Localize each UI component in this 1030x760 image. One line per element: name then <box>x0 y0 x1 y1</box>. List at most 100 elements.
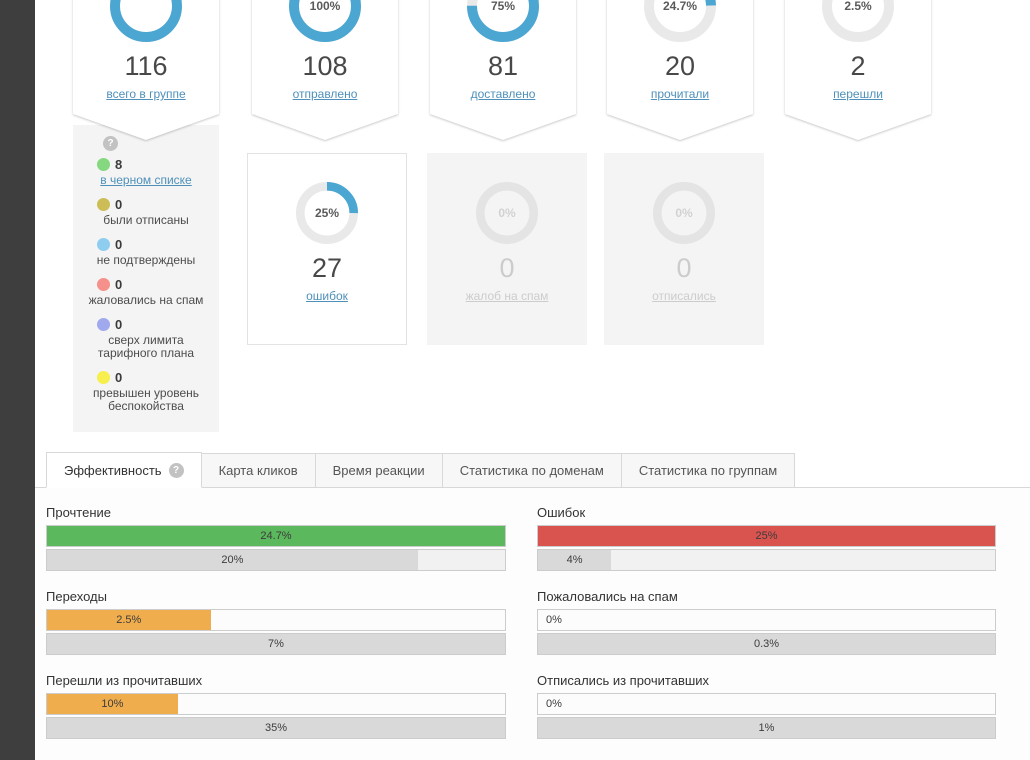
legend-label: были отписаны <box>103 213 189 227</box>
value-bar-label: 0% <box>546 614 562 626</box>
average-bar-fill <box>47 550 418 570</box>
tab-label: Карта кликов <box>218 463 298 478</box>
unsubscribed-donut-chart: 0% <box>653 182 715 244</box>
legend-count: 0 <box>115 317 123 332</box>
legend-item-unsubscribed: 0 были отписаны <box>73 197 219 227</box>
status-dot-icon <box>97 238 110 251</box>
average-bar-fill <box>47 634 505 654</box>
status-dot-icon <box>97 318 110 331</box>
spam-count: 0 <box>499 253 515 283</box>
legend-label: не подтверждены <box>96 253 196 267</box>
value-bar: 24.7% <box>46 525 506 547</box>
value-bar: 25% <box>537 525 996 547</box>
value-bar-label: 10% <box>101 698 124 710</box>
donut-percent <box>110 0 182 42</box>
metric-spam-rate: Пожаловались на спам 0% 0.3% <box>537 589 996 655</box>
total-count: 116 <box>124 51 168 81</box>
errors-donut-chart: 25% <box>296 182 358 244</box>
metric-click-to-open: Перешли из прочитавших 10% 35% <box>46 673 506 739</box>
tab-label: Время реакции <box>332 463 425 478</box>
legend-count: 0 <box>115 197 123 212</box>
status-dot-icon <box>97 371 110 384</box>
total-link[interactable]: всего в группе <box>106 87 186 101</box>
errors-count: 27 <box>311 253 343 283</box>
summary-card-sent: 100% 108 отправлено <box>252 0 398 140</box>
spam-donut-chart: 0% <box>476 182 538 244</box>
summary-card-read: 24.7% 20 прочитали <box>607 0 753 140</box>
clicked-count: 2 <box>850 51 866 81</box>
average-bar: 1% <box>537 717 996 739</box>
tab-label: Статистика по доменам <box>459 463 604 478</box>
unsubscribed-link: отписались <box>652 289 716 303</box>
tab-label: Эффективность <box>64 462 162 478</box>
value-bar: 2.5% <box>46 609 506 631</box>
metrics-column-left: Прочтение 24.7% 20% Переходы 2.5% 7% Пер… <box>46 505 506 757</box>
legend-count: 0 <box>115 237 123 252</box>
status-dot-icon <box>97 158 110 171</box>
metric-unsubscribe-to-open: Отписались из прочитавших 0% 1% <box>537 673 996 739</box>
read-donut-chart: 24.7% <box>644 0 716 42</box>
sent-count: 108 <box>302 51 348 81</box>
tab-click-map[interactable]: Карта кликов <box>201 453 316 488</box>
donut-percent: 100% <box>309 0 341 13</box>
average-bar-fill <box>47 718 505 738</box>
summary-card-clicked: 2.5% 2 перешли <box>785 0 931 140</box>
average-bar-fill <box>538 550 612 570</box>
legend-label: превышен уровень беспокойства <box>92 386 200 413</box>
delivered-link[interactable]: доставлено <box>470 87 536 101</box>
detail-card-spam-complaints: 0% 0 жалоб на спам <box>427 153 587 345</box>
value-bar: 10% <box>46 693 506 715</box>
average-bar: 4% <box>537 549 996 571</box>
value-bar: 0% <box>537 693 996 715</box>
donut-percent: 25% <box>314 206 340 220</box>
metric-title: Ошибок <box>537 505 586 520</box>
legend-label: жаловались на спам <box>88 293 204 307</box>
metric-title: Отписались из прочитавших <box>537 673 710 688</box>
sent-donut-chart: 100% <box>289 0 361 42</box>
legend-item-over-limit: 0 сверх лимита тарифного плана <box>73 317 219 360</box>
tab-effectiveness[interactable]: Эффективность ? <box>46 452 202 488</box>
value-bar-label: 2.5% <box>116 614 142 626</box>
average-bar: 7% <box>46 633 506 655</box>
donut-percent: 0% <box>498 206 516 220</box>
value-bar-fill <box>47 526 505 546</box>
legend-count: 8 <box>115 157 123 172</box>
average-bar: 35% <box>46 717 506 739</box>
donut-percent: 0% <box>675 206 693 220</box>
legend-help-icon[interactable]: ? <box>103 136 118 151</box>
delivered-count: 81 <box>487 51 519 81</box>
average-bar: 0.3% <box>537 633 996 655</box>
total-donut-chart <box>110 0 182 42</box>
sent-link[interactable]: отправлено <box>292 87 358 101</box>
status-dot-icon <box>97 198 110 211</box>
donut-percent: 75% <box>490 0 516 13</box>
metric-title: Пожаловались на спам <box>537 589 678 604</box>
average-bar-label: 7% <box>268 638 284 650</box>
donut-percent: 24.7% <box>662 0 698 13</box>
read-count: 20 <box>664 51 696 81</box>
value-bar-fill <box>538 526 995 546</box>
average-bar-label: 0.3% <box>753 638 780 650</box>
clicked-link[interactable]: перешли <box>833 87 883 101</box>
metric-title: Переходы <box>46 589 107 604</box>
value-bar-fill <box>47 694 178 714</box>
group-status-legend: ? 8 в черном списке 0 были отписаны 0 не… <box>73 125 219 432</box>
tab-domain-stats[interactable]: Статистика по доменам <box>442 453 622 488</box>
legend-item-unconfirmed: 0 не подтверждены <box>73 237 219 267</box>
metric-read-rate: Прочтение 24.7% 20% <box>46 505 506 571</box>
tab-group-stats[interactable]: Статистика по группам <box>621 453 796 488</box>
legend-item-blacklist: 8 в черном списке <box>73 157 219 187</box>
stats-tabs: Эффективность ? Карта кликов Время реакц… <box>46 452 796 488</box>
metric-title: Перешли из прочитавших <box>46 673 203 688</box>
value-bar-label: 25% <box>755 530 778 542</box>
summary-card-total: 116 всего в группе <box>73 0 219 140</box>
tab-help-icon[interactable]: ? <box>168 462 184 478</box>
unsubscribed-count: 0 <box>676 253 692 283</box>
read-link[interactable]: прочитали <box>650 87 710 101</box>
errors-link[interactable]: ошибок <box>306 289 348 303</box>
legend-count: 0 <box>115 370 123 385</box>
average-bar-label: 1% <box>758 722 775 734</box>
blacklist-link[interactable]: в черном списке <box>100 173 192 187</box>
tab-reaction-time[interactable]: Время реакции <box>315 453 443 488</box>
